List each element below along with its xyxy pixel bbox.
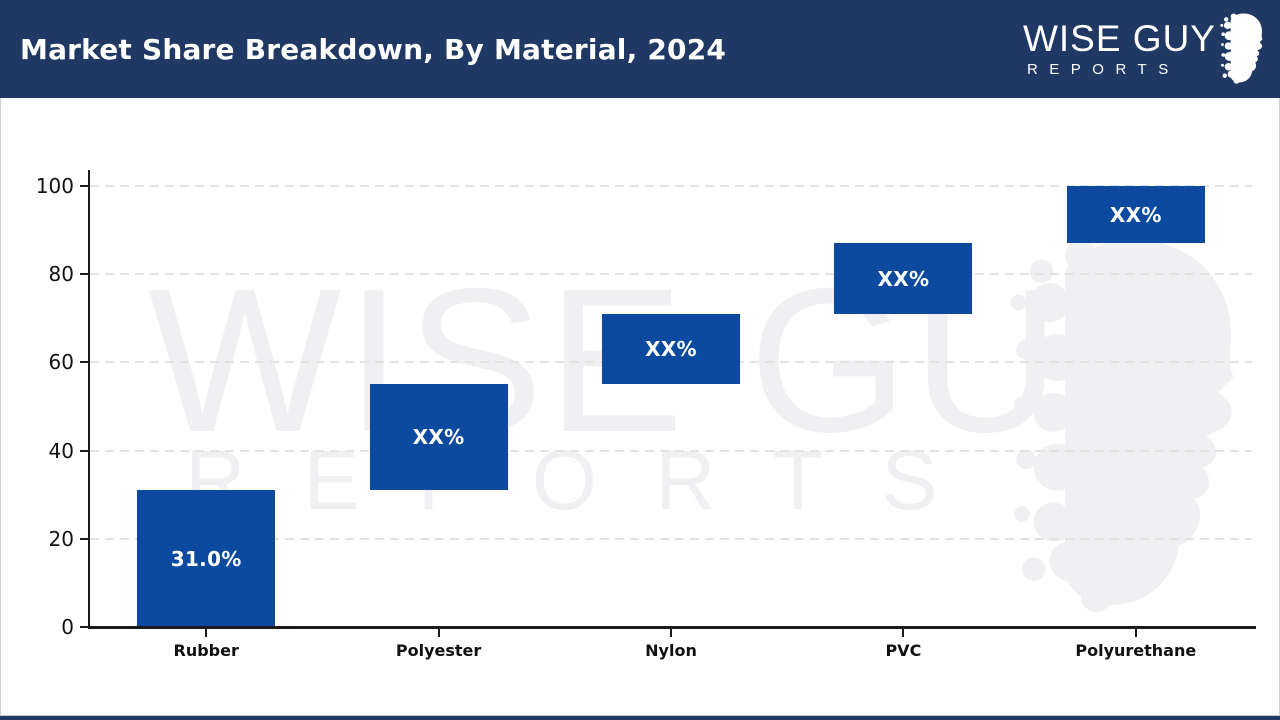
watermark-reports-text: REPORTS (185, 433, 996, 527)
footer-accent-strip (0, 716, 1280, 720)
y-axis-line (88, 170, 90, 629)
bar-Polyester: XX% (369, 384, 508, 491)
x-category-label: Nylon (645, 641, 697, 660)
x-tickmark-Nylon (670, 629, 672, 637)
y-tick-label: 0 (61, 615, 74, 639)
x-tickmark-Rubber (205, 629, 208, 637)
bar-value-label: XX% (1109, 202, 1162, 227)
wise-guy-reports-logo: WISE GUY REPORTS (1023, 12, 1264, 86)
gridline-y-20 (90, 537, 1252, 540)
bar-PVC: XX% (834, 243, 973, 314)
gridline-y-80 (90, 273, 1252, 276)
header-bar: Market Share Breakdown, By Material, 202… (0, 0, 1280, 98)
bar-value-label: XX% (877, 266, 930, 291)
y-tickmark-40 (80, 449, 88, 452)
x-category-label: Polyurethane (1075, 641, 1197, 660)
y-tickmark-60 (80, 361, 88, 364)
logo-face-icon (1218, 12, 1264, 86)
x-tickmark-PVC (902, 629, 905, 637)
y-tickmark-80 (80, 273, 88, 276)
y-tickmark-100 (80, 185, 88, 187)
bar-Rubber: 31.0% (137, 490, 276, 627)
bar-value-label: 31.0% (170, 546, 242, 571)
y-tick-label: 80 (48, 262, 74, 287)
page-bottom-hairline (0, 715, 1280, 716)
logo-wiseguy-text: WISE GUY (1022, 18, 1216, 59)
x-category-label: Rubber (173, 641, 239, 660)
gridline-y-40 (90, 449, 1252, 452)
logo-text: WISE GUY REPORTS (1023, 20, 1216, 78)
y-tick-label: 60 (48, 350, 74, 375)
y-tick-label: 20 (48, 526, 74, 551)
bar-value-label: XX% (412, 425, 465, 450)
bar-Nylon: XX% (602, 313, 740, 385)
x-category-label: Polyester (395, 641, 482, 660)
x-tickmark-Polyester (437, 629, 440, 637)
y-tick-label: 100 (35, 174, 74, 198)
logo-reports-text: REPORTS (1026, 61, 1180, 78)
y-tickmark-0 (80, 626, 88, 628)
gridline-y-100 (90, 185, 1252, 187)
y-tickmark-20 (80, 537, 88, 540)
bar-Polyurethane: XX% (1066, 186, 1205, 244)
x-axis-line (88, 626, 1256, 629)
chart-title: Market Share Breakdown, By Material, 202… (20, 32, 727, 66)
y-tick-label: 40 (48, 438, 74, 463)
bar-value-label: XX% (645, 337, 697, 362)
page-left-border (0, 0, 1, 720)
x-tickmark-Polyurethane (1134, 629, 1137, 637)
x-category-label: PVC (885, 641, 922, 660)
